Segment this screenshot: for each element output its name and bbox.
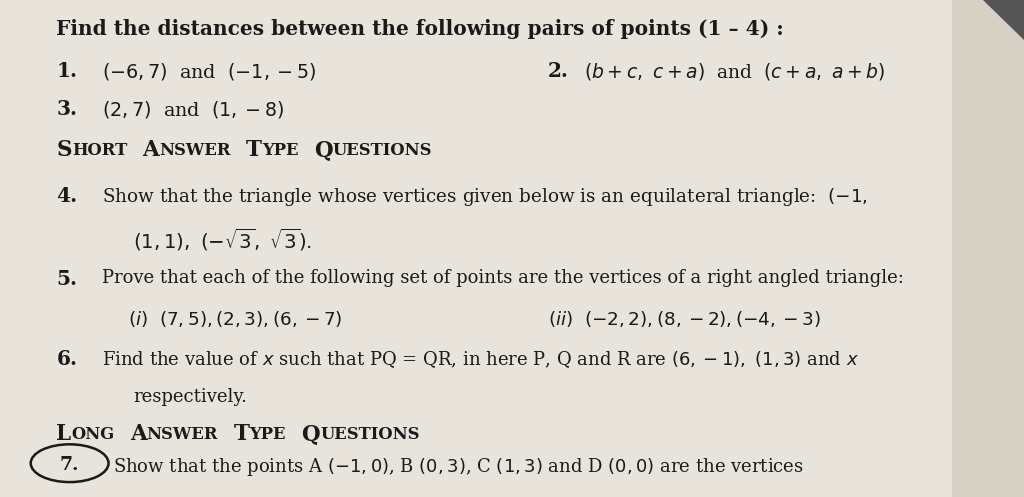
- Text: 3.: 3.: [56, 99, 78, 119]
- FancyBboxPatch shape: [952, 0, 1024, 497]
- Text: Prove that each of the following set of points are the vertices of a right angle: Prove that each of the following set of …: [102, 269, 904, 287]
- Text: T: T: [233, 423, 250, 445]
- Text: YPE: YPE: [250, 426, 286, 443]
- Text: A: A: [142, 139, 159, 161]
- Text: Show that the points A $(-1, 0)$, B $(0, 3)$, C $(1, 3)$ and D $(0, 0)$ are the : Show that the points A $(-1, 0)$, B $(0,…: [113, 456, 804, 478]
- Text: $(ii)$  $(-2, 2), (8, -2), (-4, -3)$: $(ii)$ $(-2, 2), (8, -2), (-4, -3)$: [548, 309, 820, 329]
- Text: UESTIONS: UESTIONS: [333, 142, 432, 159]
- Text: ONG: ONG: [72, 426, 115, 443]
- Text: $(i)$  $(7, 5), (2, 3), (6, -7)$: $(i)$ $(7, 5), (2, 3), (6, -7)$: [128, 309, 342, 329]
- Text: 6.: 6.: [56, 349, 78, 369]
- Text: $(2, 7)$  and  $(1, -8)$: $(2, 7)$ and $(1, -8)$: [102, 99, 285, 120]
- Text: respectively.: respectively.: [133, 388, 247, 406]
- Polygon shape: [983, 0, 1024, 40]
- Text: L: L: [56, 423, 72, 445]
- Text: S: S: [56, 139, 72, 161]
- Text: Q: Q: [314, 139, 333, 161]
- Text: 2.: 2.: [548, 61, 568, 81]
- Text: $(1, 1),\ (-\sqrt{3},\ \sqrt{3}).$: $(1, 1),\ (-\sqrt{3},\ \sqrt{3}).$: [133, 227, 312, 253]
- Text: 7.: 7.: [59, 456, 80, 474]
- Text: Q: Q: [301, 423, 321, 445]
- Text: NSWER: NSWER: [146, 426, 218, 443]
- Text: A: A: [130, 423, 146, 445]
- Text: $(-6, 7)$  and  $(-1, -5)$: $(-6, 7)$ and $(-1, -5)$: [102, 61, 316, 82]
- Text: Find the distances between the following pairs of points (1 – 4) :: Find the distances between the following…: [56, 19, 784, 39]
- Text: 1.: 1.: [56, 61, 78, 81]
- Text: Show that the triangle whose vertices given below is an equilateral triangle:  $: Show that the triangle whose vertices gi…: [102, 186, 868, 208]
- Text: 4.: 4.: [56, 186, 78, 206]
- Text: 5.: 5.: [56, 269, 78, 289]
- Text: UESTIONS: UESTIONS: [321, 426, 420, 443]
- Text: HORT: HORT: [72, 142, 127, 159]
- Text: NSWER: NSWER: [159, 142, 230, 159]
- Text: YPE: YPE: [262, 142, 299, 159]
- Text: T: T: [246, 139, 262, 161]
- Text: Find the value of $x$ such that PQ = QR, in here P, Q and R are $(6, -1),\ (1, 3: Find the value of $x$ such that PQ = QR,…: [102, 349, 859, 370]
- Text: $(b+c,\ c+a)$  and  $(c+a,\ a+b)$: $(b+c,\ c+a)$ and $(c+a,\ a+b)$: [584, 61, 885, 82]
